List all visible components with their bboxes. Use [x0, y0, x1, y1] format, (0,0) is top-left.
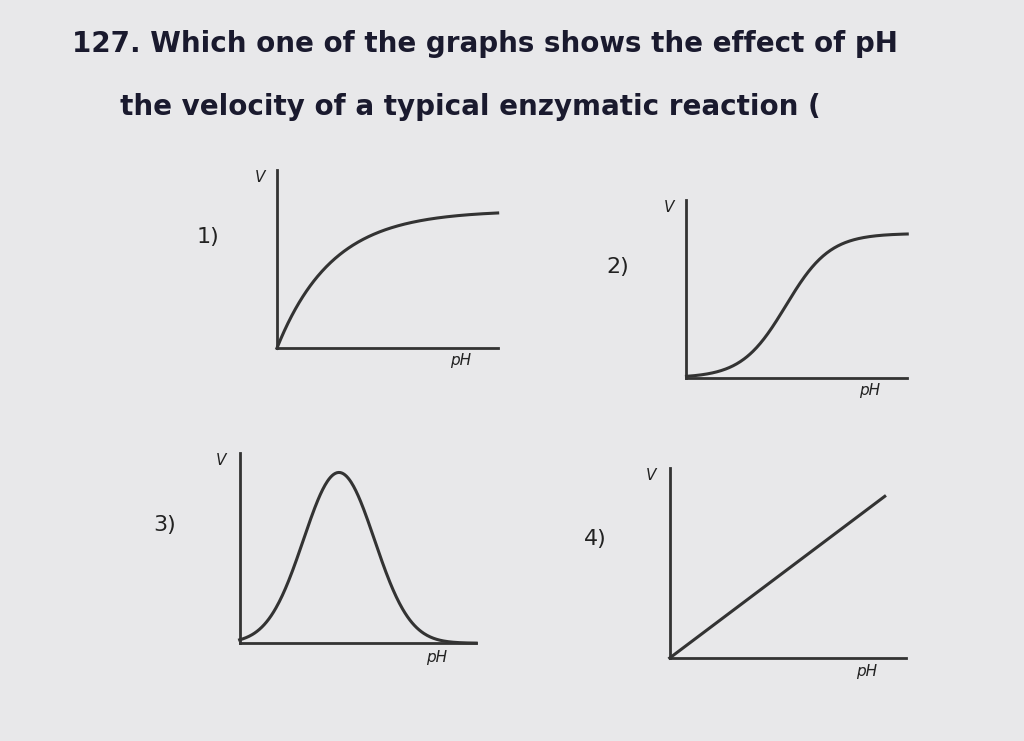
Text: V: V	[646, 468, 656, 483]
Text: 1): 1)	[197, 227, 219, 247]
Text: 127. Which one of the graphs shows the effect of pH: 127. Which one of the graphs shows the e…	[72, 30, 898, 58]
Text: 4): 4)	[584, 530, 606, 549]
Text: 2): 2)	[606, 257, 629, 276]
Text: pH: pH	[859, 383, 881, 398]
Text: the velocity of a typical enzymatic reaction (: the velocity of a typical enzymatic reac…	[72, 93, 820, 121]
Text: V: V	[665, 200, 675, 215]
Text: pH: pH	[856, 665, 877, 679]
Text: pH: pH	[426, 650, 446, 665]
Text: pH: pH	[450, 353, 471, 368]
Text: V: V	[255, 170, 265, 185]
Text: V: V	[216, 453, 226, 468]
Text: 3): 3)	[154, 515, 176, 534]
